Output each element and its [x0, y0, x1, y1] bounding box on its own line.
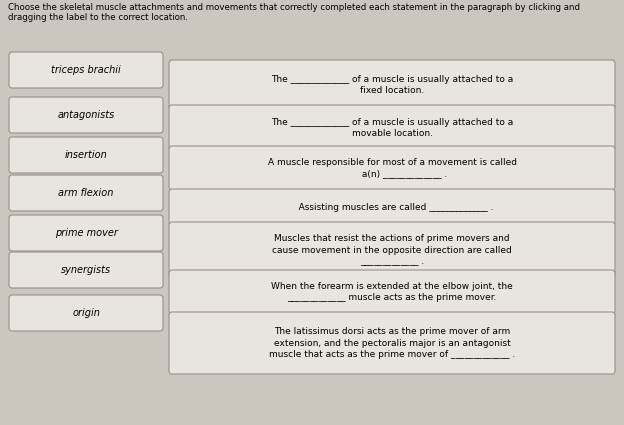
FancyBboxPatch shape [9, 52, 163, 88]
Text: Choose the skeletal muscle attachments and movements that correctly completed ea: Choose the skeletal muscle attachments a… [8, 3, 580, 12]
Text: synergists: synergists [61, 265, 111, 275]
Text: Muscles that resist the actions of prime movers and
cause movement in the opposi: Muscles that resist the actions of prime… [272, 234, 512, 266]
Text: The _____________ of a muscle is usually attached to a
movable location.: The _____________ of a muscle is usually… [271, 118, 513, 139]
Text: Assisting muscles are called _____________ .: Assisting muscles are called ___________… [290, 202, 494, 212]
FancyBboxPatch shape [9, 175, 163, 211]
Text: origin: origin [72, 308, 100, 318]
FancyBboxPatch shape [169, 146, 615, 190]
FancyBboxPatch shape [9, 295, 163, 331]
Text: prime mover: prime mover [54, 228, 117, 238]
Text: The _____________ of a muscle is usually attached to a
fixed location.: The _____________ of a muscle is usually… [271, 75, 513, 95]
Text: When the forearm is extended at the elbow joint, the
_____________ muscle acts a: When the forearm is extended at the elbo… [271, 282, 513, 303]
Text: insertion: insertion [65, 150, 107, 160]
Text: antagonists: antagonists [57, 110, 115, 120]
FancyBboxPatch shape [9, 215, 163, 251]
FancyBboxPatch shape [169, 189, 615, 225]
FancyBboxPatch shape [169, 60, 615, 110]
FancyBboxPatch shape [9, 97, 163, 133]
FancyBboxPatch shape [169, 312, 615, 374]
FancyBboxPatch shape [169, 270, 615, 314]
Text: A muscle responsible for most of a movement is called
         a(n) ____________: A muscle responsible for most of a movem… [268, 158, 517, 178]
Text: The latissimus dorsi acts as the prime mover of arm
extension, and the pectorali: The latissimus dorsi acts as the prime m… [269, 327, 515, 359]
FancyBboxPatch shape [169, 105, 615, 151]
Text: triceps brachii: triceps brachii [51, 65, 121, 75]
Text: dragging the label to the correct location.: dragging the label to the correct locati… [8, 13, 188, 22]
FancyBboxPatch shape [9, 137, 163, 173]
FancyBboxPatch shape [169, 222, 615, 278]
FancyBboxPatch shape [9, 252, 163, 288]
Text: arm flexion: arm flexion [58, 188, 114, 198]
